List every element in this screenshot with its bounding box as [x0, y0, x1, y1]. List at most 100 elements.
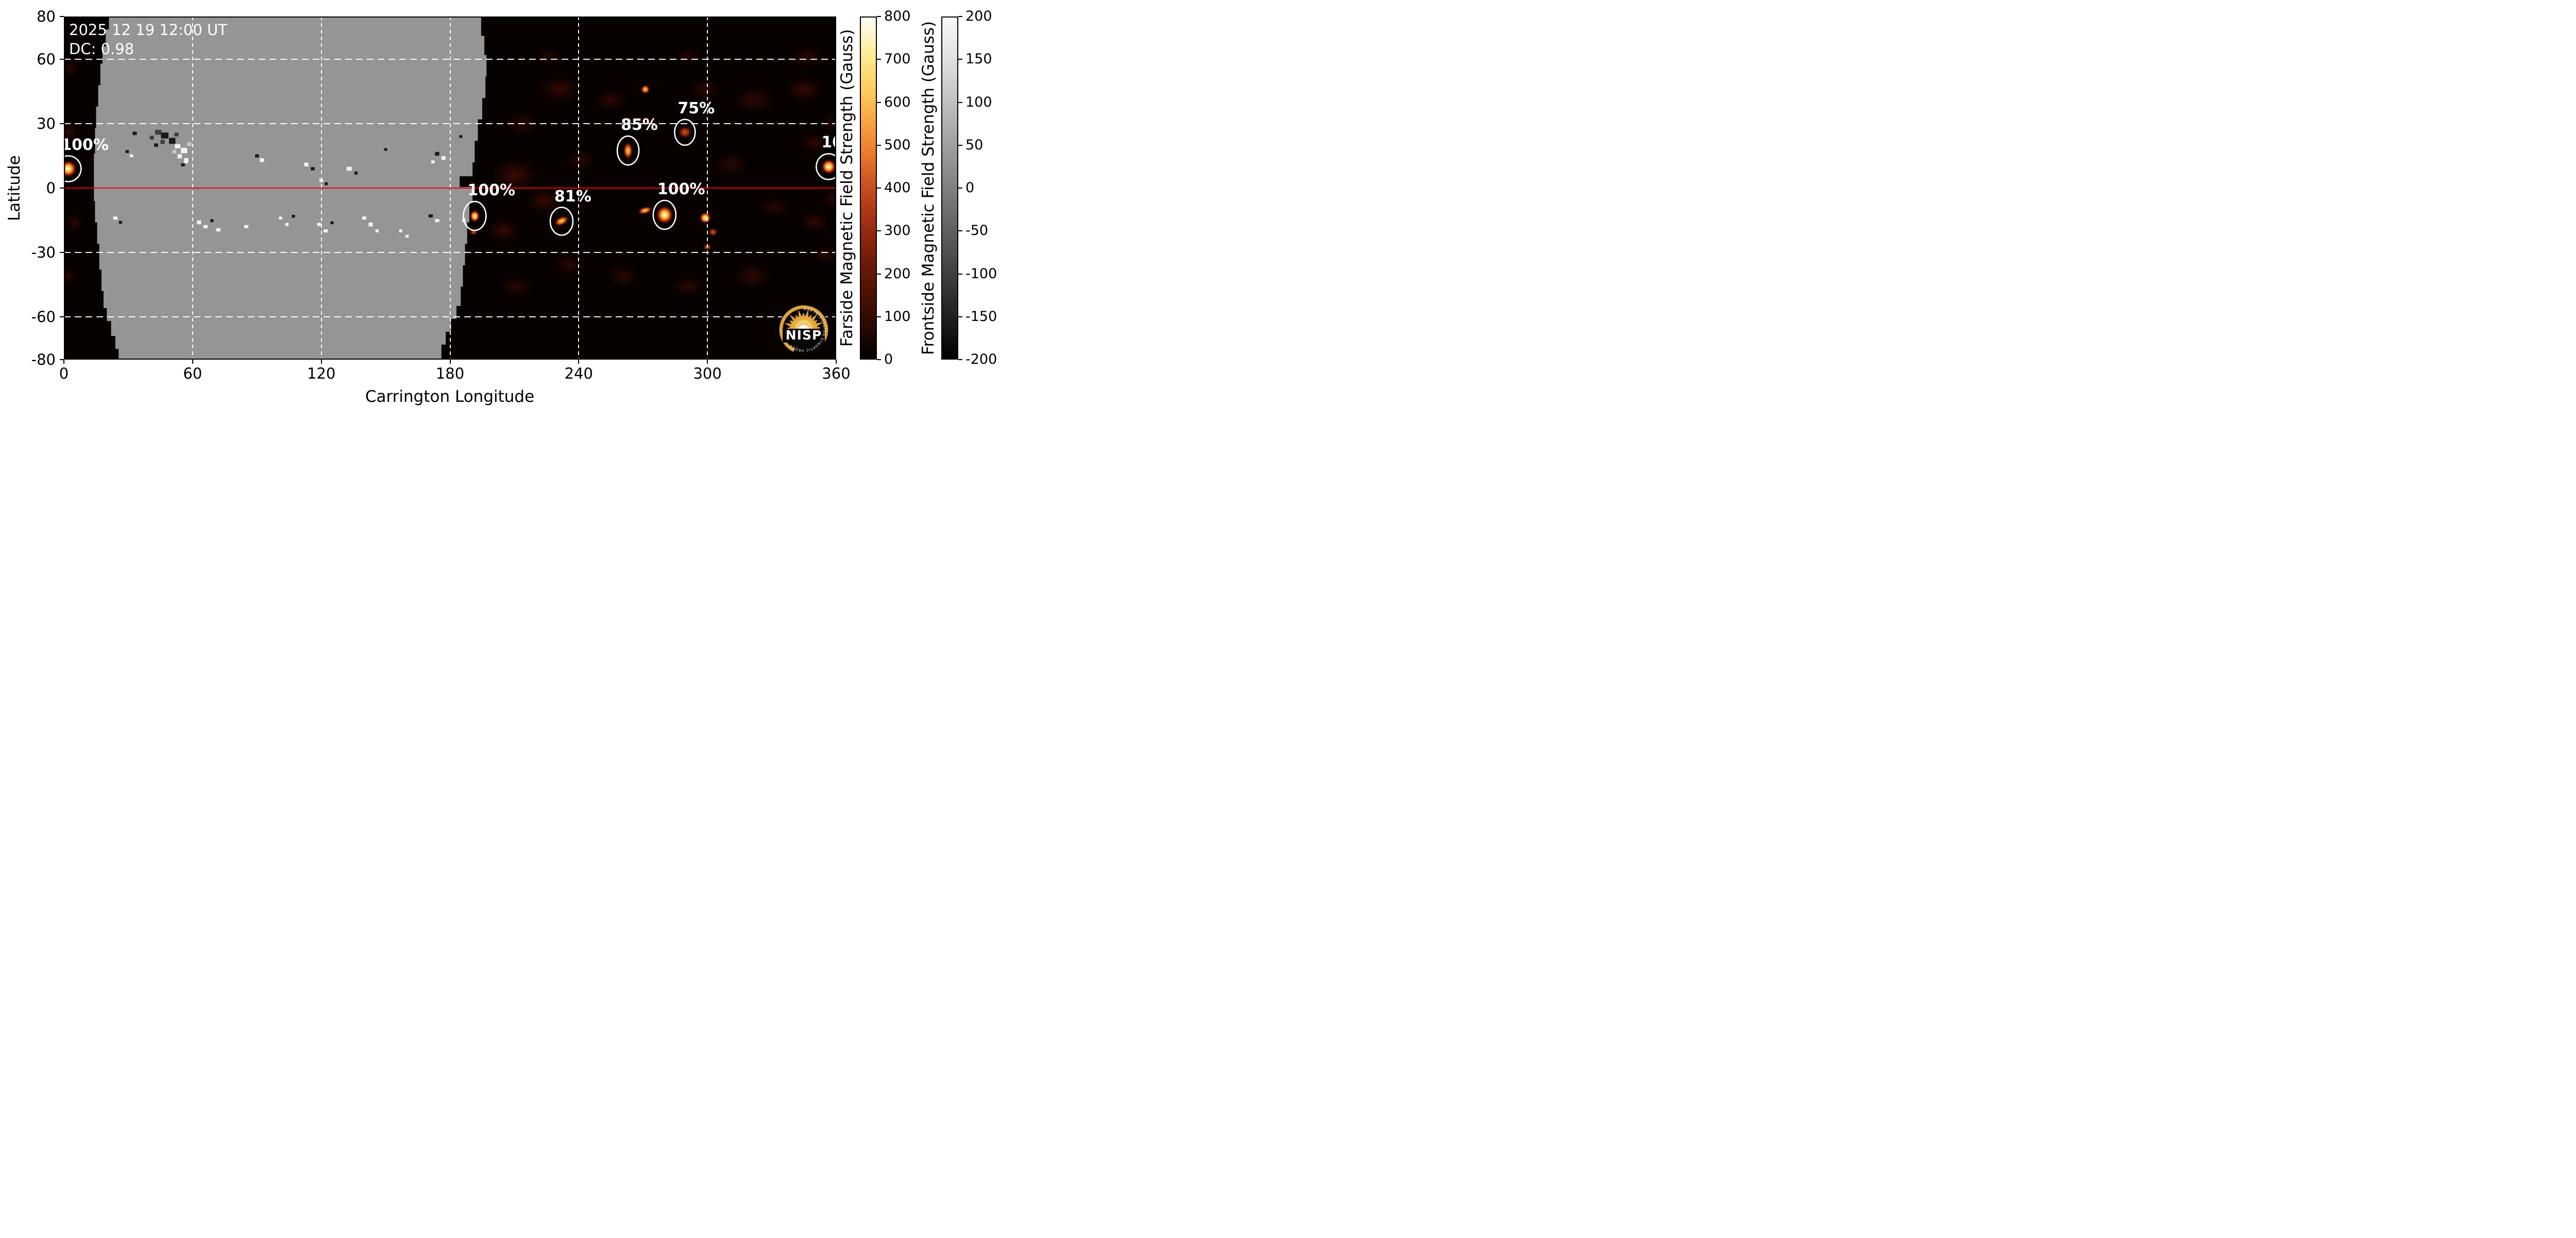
y-gridline: [64, 316, 836, 317]
active-region-patch: [368, 223, 373, 227]
farside-mottle: [606, 265, 641, 287]
colorbar-tick: [958, 359, 962, 360]
active-region-patch: [174, 132, 179, 137]
active-region-patch: [428, 214, 433, 218]
farside-mottle: [566, 149, 596, 171]
colorbar-tick-label: -100: [965, 265, 997, 282]
x-tick-label: 240: [564, 365, 594, 382]
farside-mottle: [714, 151, 749, 178]
active-region-patch: [399, 229, 402, 233]
farside-mottle: [499, 276, 534, 298]
farside-mottle: [812, 246, 836, 263]
farside-mottle: [756, 196, 791, 218]
farside-mottle: [688, 78, 723, 100]
x-tick: [836, 360, 837, 364]
y-tick-label: 80: [37, 8, 56, 25]
y-tick-label: 30: [37, 115, 56, 133]
colorbar-tick: [877, 188, 881, 189]
colorbar-tick: [958, 230, 962, 232]
x-tick: [192, 360, 193, 364]
colorbar-tick-label: 50: [965, 137, 984, 153]
active-region-patch: [172, 149, 177, 154]
colorbar-tick-label: 200: [884, 265, 911, 282]
colorbar-tick-label: 800: [884, 8, 911, 24]
colorbar-tick: [877, 101, 881, 103]
active-region-patch: [317, 223, 321, 226]
active-region-patch: [180, 147, 188, 154]
y-axis-title: Latitude: [5, 155, 24, 221]
x-tick-label: 360: [822, 365, 851, 382]
colorbar-tick-label: 0: [965, 180, 975, 196]
frontside-colorbar: [941, 16, 958, 360]
farside-bright-spot: [699, 212, 712, 225]
x-tick: [63, 360, 64, 364]
farside-mottle: [671, 276, 705, 298]
farside-bright-spot: [640, 84, 650, 94]
colorbar-tick: [958, 144, 962, 146]
active-region-patch: [325, 182, 328, 185]
detection-circle: [674, 118, 696, 146]
active-region-patch: [459, 135, 463, 138]
active-region-patch: [184, 158, 189, 163]
colorbar-tick: [958, 273, 962, 275]
colorbar-tick: [877, 230, 881, 232]
y-tick: [60, 251, 64, 253]
farside-mottle: [553, 255, 587, 276]
farside-bright-spot: [655, 205, 674, 225]
colorbar-tick: [877, 273, 881, 275]
colorbar-tick-label: 200: [965, 8, 992, 24]
farside-mottle: [594, 89, 629, 111]
active-region-patch: [203, 225, 208, 228]
colorbar-tick-label: 500: [884, 137, 911, 153]
active-region-patch: [285, 223, 289, 226]
colorbar-tick-label: -50: [965, 223, 989, 239]
farside-mottle: [525, 188, 564, 214]
colorbar-tick: [877, 359, 881, 360]
active-region-patch: [375, 229, 379, 233]
farside-colorbar: [860, 16, 877, 360]
x-tick: [449, 360, 451, 364]
colorbar-tick: [877, 16, 881, 17]
colorbar-tick-label: 150: [965, 51, 992, 67]
y-gridline: [64, 123, 836, 125]
farside-bright-spot: [623, 141, 634, 160]
farside-mottle: [632, 113, 658, 130]
x-tick: [320, 360, 322, 364]
active-region-patch: [292, 215, 295, 218]
active-region-patch: [260, 158, 264, 162]
duty-cycle: DC: 0.98: [69, 40, 134, 58]
farside-mottle: [490, 158, 538, 193]
active-region-patch: [435, 151, 439, 156]
x-tick-label: 180: [435, 365, 465, 382]
detection-circle: [64, 155, 82, 182]
y-tick-label: 60: [37, 50, 56, 69]
y-tick: [60, 16, 64, 17]
detection-circles-layer: [64, 118, 836, 236]
active-region-patch: [175, 144, 181, 148]
colorbar-tick: [877, 59, 881, 60]
active-region-patch: [177, 154, 182, 159]
farside-bright-spot: [820, 158, 836, 175]
active-region-patch: [125, 150, 129, 154]
active-region-patch: [216, 228, 221, 232]
active-region-patch: [304, 162, 309, 166]
colorbar-tick: [958, 59, 962, 60]
farside-bright-spot: [469, 209, 481, 223]
active-region-patch: [161, 132, 168, 139]
active-region-patch: [160, 140, 165, 144]
active-region-patches: [113, 130, 466, 238]
detection-circle: [616, 135, 640, 166]
active-region-patch: [210, 219, 214, 223]
active-region-patch: [118, 221, 122, 224]
colorbar-tick: [958, 316, 962, 317]
y-tick: [60, 188, 64, 189]
active-region-patch: [362, 216, 367, 220]
colorbar-tick-label: 700: [884, 51, 911, 67]
figure: 2025 12 19 12:00 UT DC: 0.98 NISP NSO IN…: [0, 0, 1002, 413]
active-region-patch: [169, 138, 176, 144]
active-region-patch: [384, 148, 387, 151]
x-axis-title: Carrington Longitude: [365, 387, 535, 406]
active-region-patch: [132, 131, 137, 135]
active-region-patch: [155, 130, 162, 135]
farside-bright-spot-layer: [64, 16, 836, 360]
